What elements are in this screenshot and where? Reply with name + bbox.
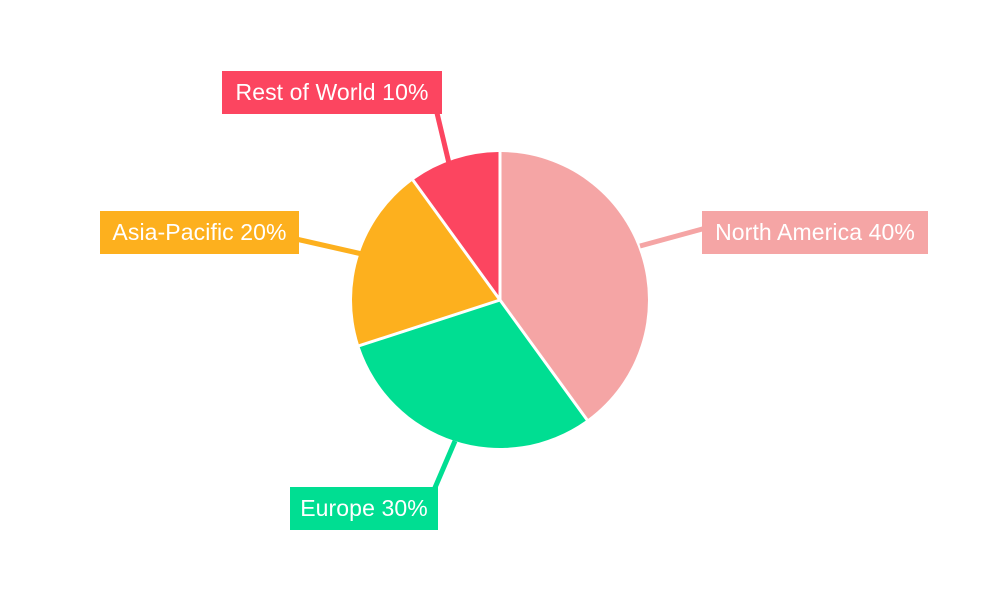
pie-label-text: Europe 30% bbox=[300, 495, 428, 521]
pie-label-text: North America 40% bbox=[715, 219, 915, 245]
pie-label-text: Asia-Pacific 20% bbox=[112, 219, 287, 245]
pie-label-north-america: North America 40% bbox=[702, 211, 928, 254]
pie-slice-north-america[interactable] bbox=[501, 152, 648, 419]
pie-slice-asia-pacific[interactable] bbox=[352, 181, 498, 345]
pie-slice-rest-of-world[interactable] bbox=[414, 152, 499, 296]
leader-line-north-america bbox=[639, 225, 707, 249]
pie-label-asia-pacific: Asia-Pacific 20% bbox=[100, 211, 299, 254]
pie-wedges bbox=[352, 152, 648, 449]
pie-label-text: Rest of World 10% bbox=[235, 79, 429, 105]
leader-line-europe bbox=[431, 440, 458, 491]
pie-slice-europe[interactable] bbox=[359, 301, 586, 449]
pie-label-europe: Europe 30% bbox=[290, 487, 438, 530]
leader-line-asia-pacific bbox=[295, 236, 363, 257]
pie-label-rest-of-world: Rest of World 10% bbox=[222, 71, 442, 114]
